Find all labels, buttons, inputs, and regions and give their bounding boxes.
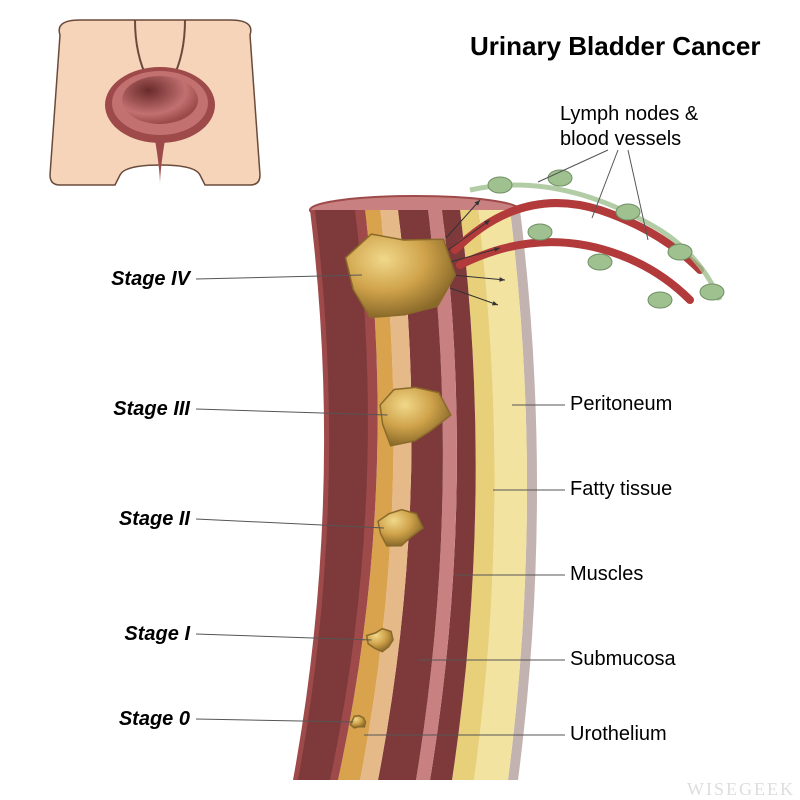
label-submucosa: Submucosa xyxy=(570,648,676,670)
label-fatty: Fatty tissue xyxy=(570,478,672,500)
diagram-title: Urinary Bladder Cancer xyxy=(470,31,760,61)
label-peritoneum: Peritoneum xyxy=(570,393,672,415)
tumor-stage4 xyxy=(346,234,456,317)
label-lymph2: blood vessels xyxy=(560,128,681,150)
label-stage0: Stage 0 xyxy=(119,708,190,730)
label-stage4: Stage IV xyxy=(111,268,192,290)
label-stage2: Stage II xyxy=(119,508,191,530)
label-muscles: Muscles xyxy=(570,563,643,585)
label-stage1: Stage I xyxy=(124,623,190,645)
label-lymph: Lymph nodes & xyxy=(560,103,699,125)
label-urothelium: Urothelium xyxy=(570,723,667,745)
label-stage3: Stage III xyxy=(113,398,190,420)
watermark: WISEGEEK xyxy=(687,779,795,799)
body-thumbnail xyxy=(50,20,260,185)
leader-line xyxy=(538,150,608,182)
